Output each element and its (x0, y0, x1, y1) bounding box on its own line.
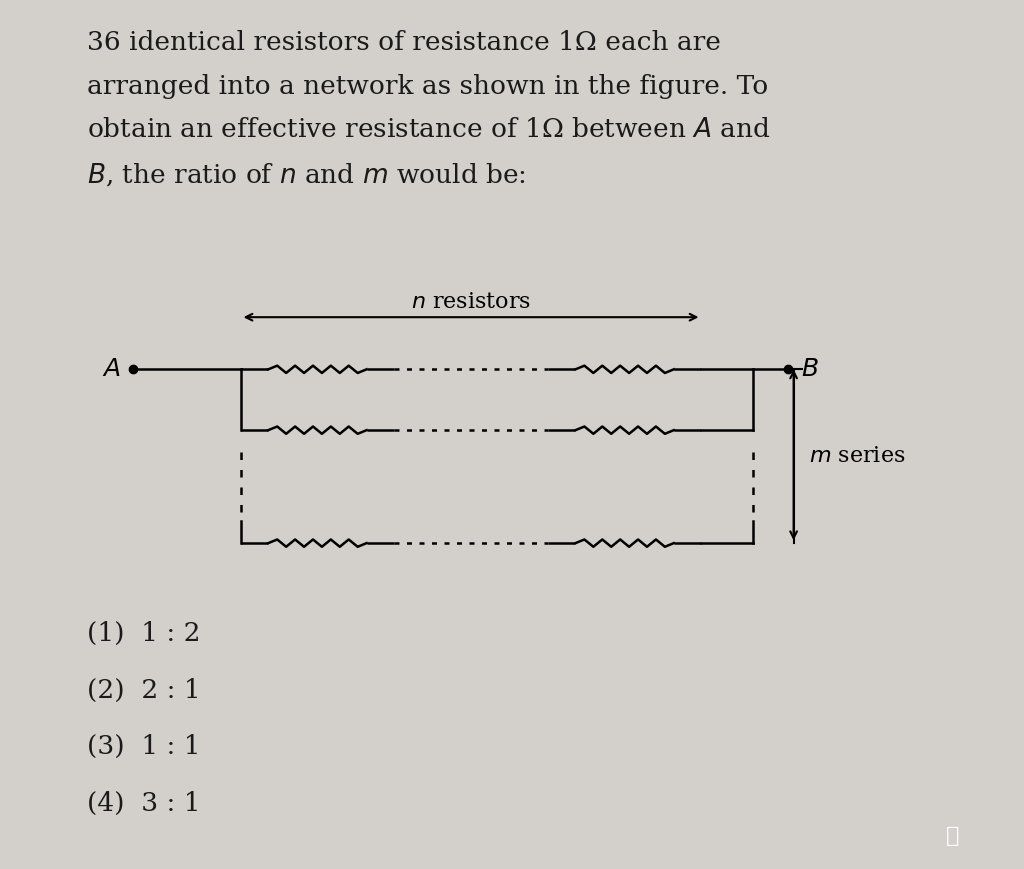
Text: arranged into a network as shown in the figure. To: arranged into a network as shown in the … (87, 74, 768, 99)
Text: (3)  1 : 1: (3) 1 : 1 (87, 734, 201, 760)
Text: (4)  3 : 1: (4) 3 : 1 (87, 791, 201, 816)
Text: $A$: $A$ (102, 358, 121, 381)
Text: obtain an effective resistance of 1Ω between $A$ and: obtain an effective resistance of 1Ω bet… (87, 117, 771, 143)
Text: $m$ series: $m$ series (809, 445, 905, 468)
Text: 36 identical resistors of resistance 1Ω each are: 36 identical resistors of resistance 1Ω … (87, 30, 721, 56)
Text: (2)  2 : 1: (2) 2 : 1 (87, 678, 201, 703)
Text: $B$, the ratio of $n$ and $m$ would be:: $B$, the ratio of $n$ and $m$ would be: (87, 161, 526, 188)
Text: ⤢: ⤢ (945, 826, 959, 846)
Text: (1)  1 : 2: (1) 1 : 2 (87, 621, 201, 647)
Text: $n$ resistors: $n$ resistors (411, 291, 531, 313)
Text: $B$: $B$ (801, 358, 818, 381)
